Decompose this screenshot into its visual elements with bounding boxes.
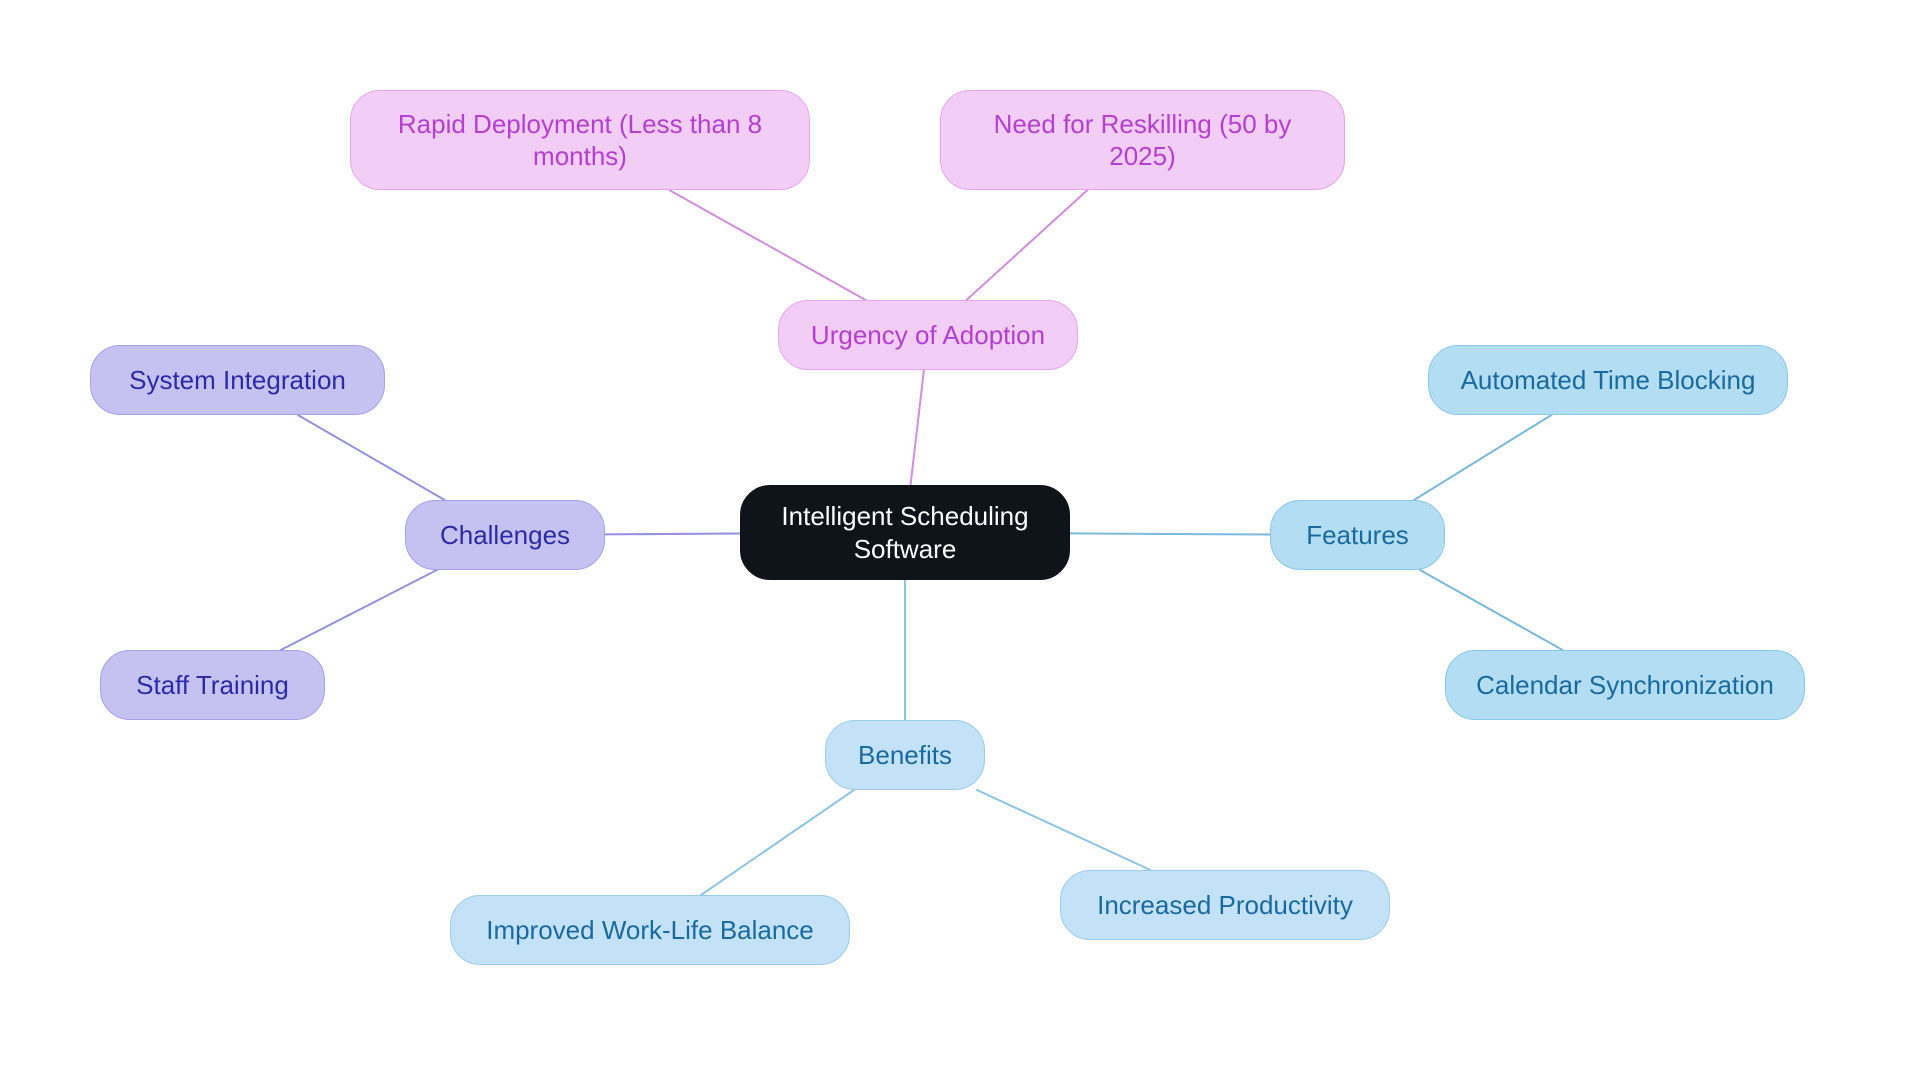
node-label: Challenges: [440, 519, 570, 552]
edge: [281, 570, 437, 650]
node-calendar-sync[interactable]: Calendar Synchronization: [1445, 650, 1805, 720]
node-system-integration[interactable]: System Integration: [90, 345, 385, 415]
node-urgency[interactable]: Urgency of Adoption: [778, 300, 1078, 370]
edge: [1420, 570, 1563, 650]
node-label: Urgency of Adoption: [811, 319, 1045, 352]
node-work-life-balance[interactable]: Improved Work-Life Balance: [450, 895, 850, 965]
node-label: Intelligent Scheduling Software: [769, 500, 1041, 565]
node-label: System Integration: [129, 364, 346, 397]
node-productivity[interactable]: Increased Productivity: [1060, 870, 1390, 940]
node-features[interactable]: Features: [1270, 500, 1445, 570]
node-benefits[interactable]: Benefits: [825, 720, 985, 790]
node-label: Increased Productivity: [1097, 889, 1353, 922]
node-label: Rapid Deployment (Less than 8 months): [379, 108, 781, 173]
node-label: Need for Reskilling (50 by 2025): [969, 108, 1316, 173]
mindmap-canvas: { "diagram": { "type": "mindmap", "canva…: [0, 0, 1920, 1083]
edge: [298, 415, 445, 500]
node-label: Improved Work-Life Balance: [486, 914, 814, 947]
node-label: Benefits: [858, 739, 952, 772]
edge: [701, 790, 854, 895]
node-label: Calendar Synchronization: [1476, 669, 1774, 702]
edge: [669, 190, 865, 300]
node-staff-training[interactable]: Staff Training: [100, 650, 325, 720]
node-label: Automated Time Blocking: [1461, 364, 1756, 397]
node-center[interactable]: Intelligent Scheduling Software: [740, 485, 1070, 580]
edge: [605, 534, 740, 535]
edge: [967, 190, 1088, 300]
edge: [1414, 415, 1551, 500]
node-time-blocking[interactable]: Automated Time Blocking: [1428, 345, 1788, 415]
node-rapid-deployment[interactable]: Rapid Deployment (Less than 8 months): [350, 90, 810, 190]
edge: [911, 370, 924, 485]
node-reskilling[interactable]: Need for Reskilling (50 by 2025): [940, 90, 1345, 190]
edge: [1070, 533, 1270, 534]
node-label: Staff Training: [136, 669, 289, 702]
node-challenges[interactable]: Challenges: [405, 500, 605, 570]
node-label: Features: [1306, 519, 1409, 552]
edge: [977, 790, 1150, 870]
